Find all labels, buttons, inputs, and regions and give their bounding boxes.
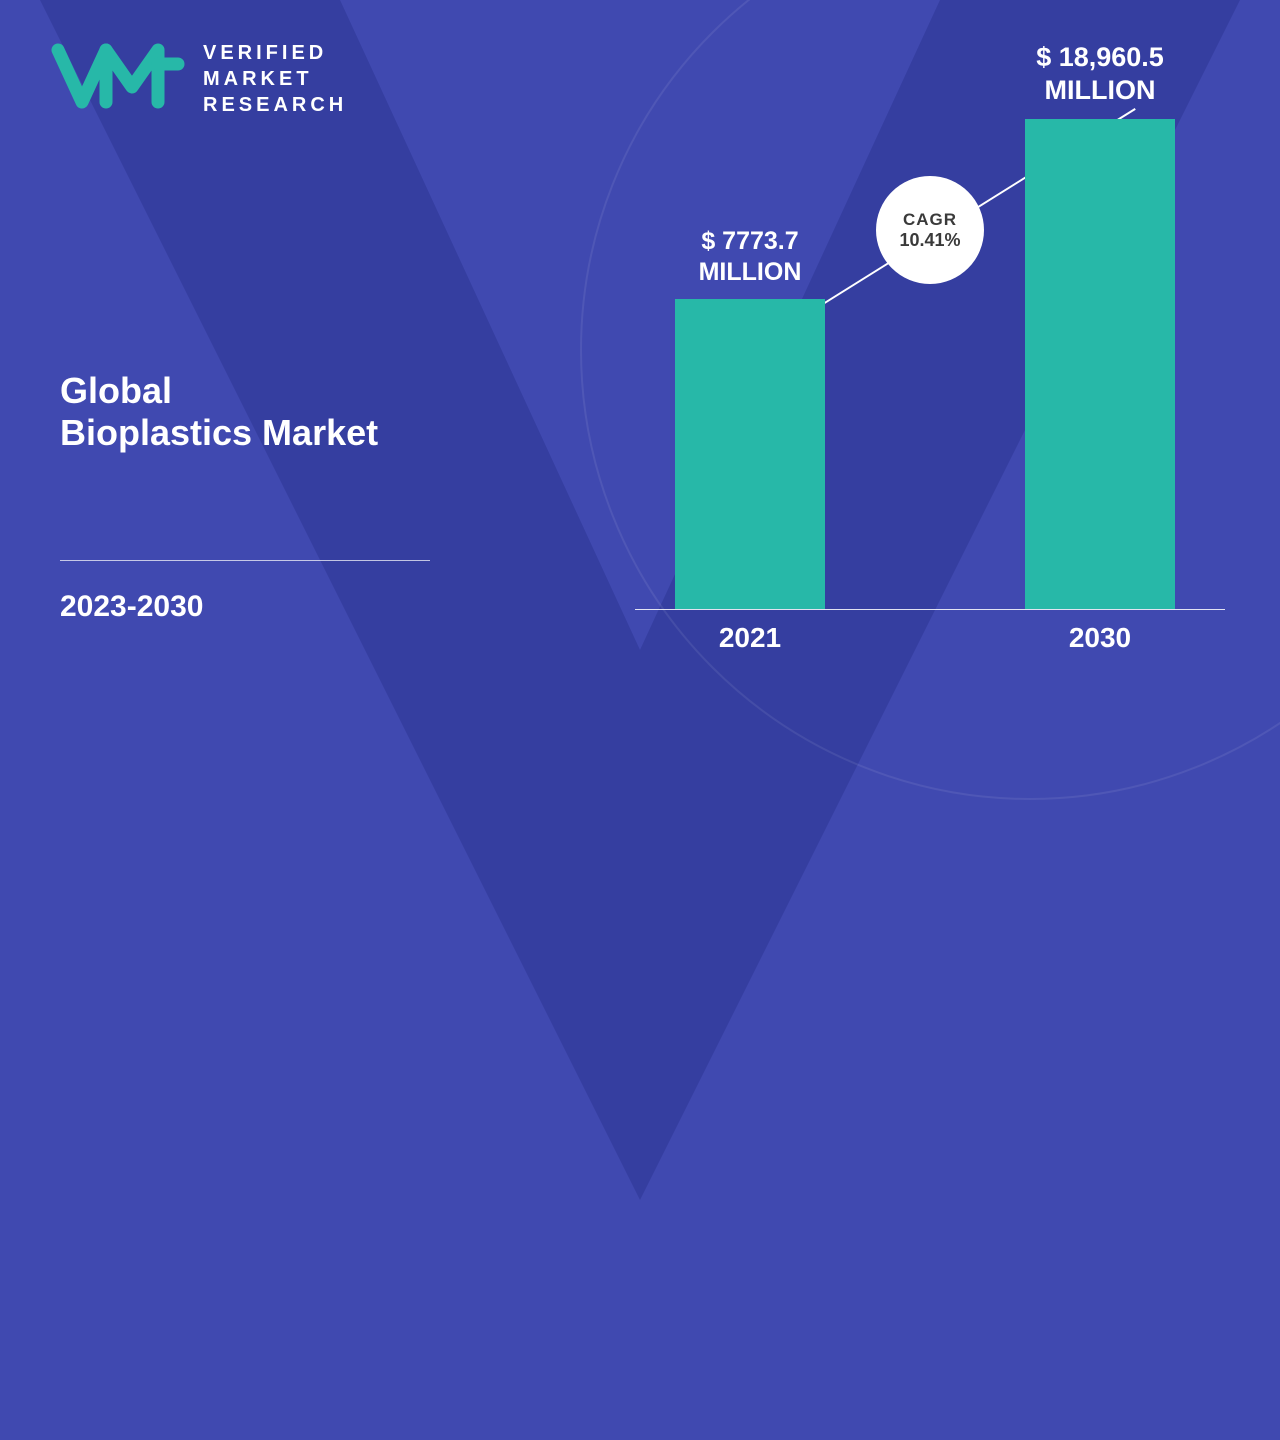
bar-value-2030: $ 18,960.5MILLION bbox=[1005, 41, 1195, 109]
brand-name: VERIFIED MARKET RESEARCH bbox=[203, 40, 347, 118]
x-label-2021: 2021 bbox=[675, 622, 825, 654]
x-label-2030: 2030 bbox=[1025, 622, 1175, 654]
chart-title: Global Bioplastics Market bbox=[60, 370, 378, 454]
bar-2021 bbox=[675, 299, 825, 609]
brand-name-line1: VERIFIED bbox=[203, 40, 347, 66]
brand-logo: VERIFIED MARKET RESEARCH bbox=[50, 40, 347, 118]
bar-chart: $ 7773.7MILLION $ 18,960.5MILLION CAGR 10… bbox=[635, 30, 1225, 610]
brand-name-line3: RESEARCH bbox=[203, 92, 347, 118]
forecast-period: 2023-2030 bbox=[60, 590, 203, 624]
cagr-label: CAGR bbox=[903, 210, 957, 230]
title-line2: Bioplastics Market bbox=[60, 412, 378, 454]
title-line1: Global bbox=[60, 370, 378, 412]
x-axis bbox=[635, 609, 1225, 610]
cagr-badge: CAGR 10.41% bbox=[876, 176, 984, 284]
title-divider bbox=[60, 560, 430, 561]
bar-value-2021: $ 7773.7MILLION bbox=[655, 226, 845, 289]
cagr-value: 10.41% bbox=[899, 230, 960, 251]
brand-name-line2: MARKET bbox=[203, 66, 347, 92]
vmr-logo-icon bbox=[50, 42, 185, 117]
bar-2030 bbox=[1025, 119, 1175, 609]
